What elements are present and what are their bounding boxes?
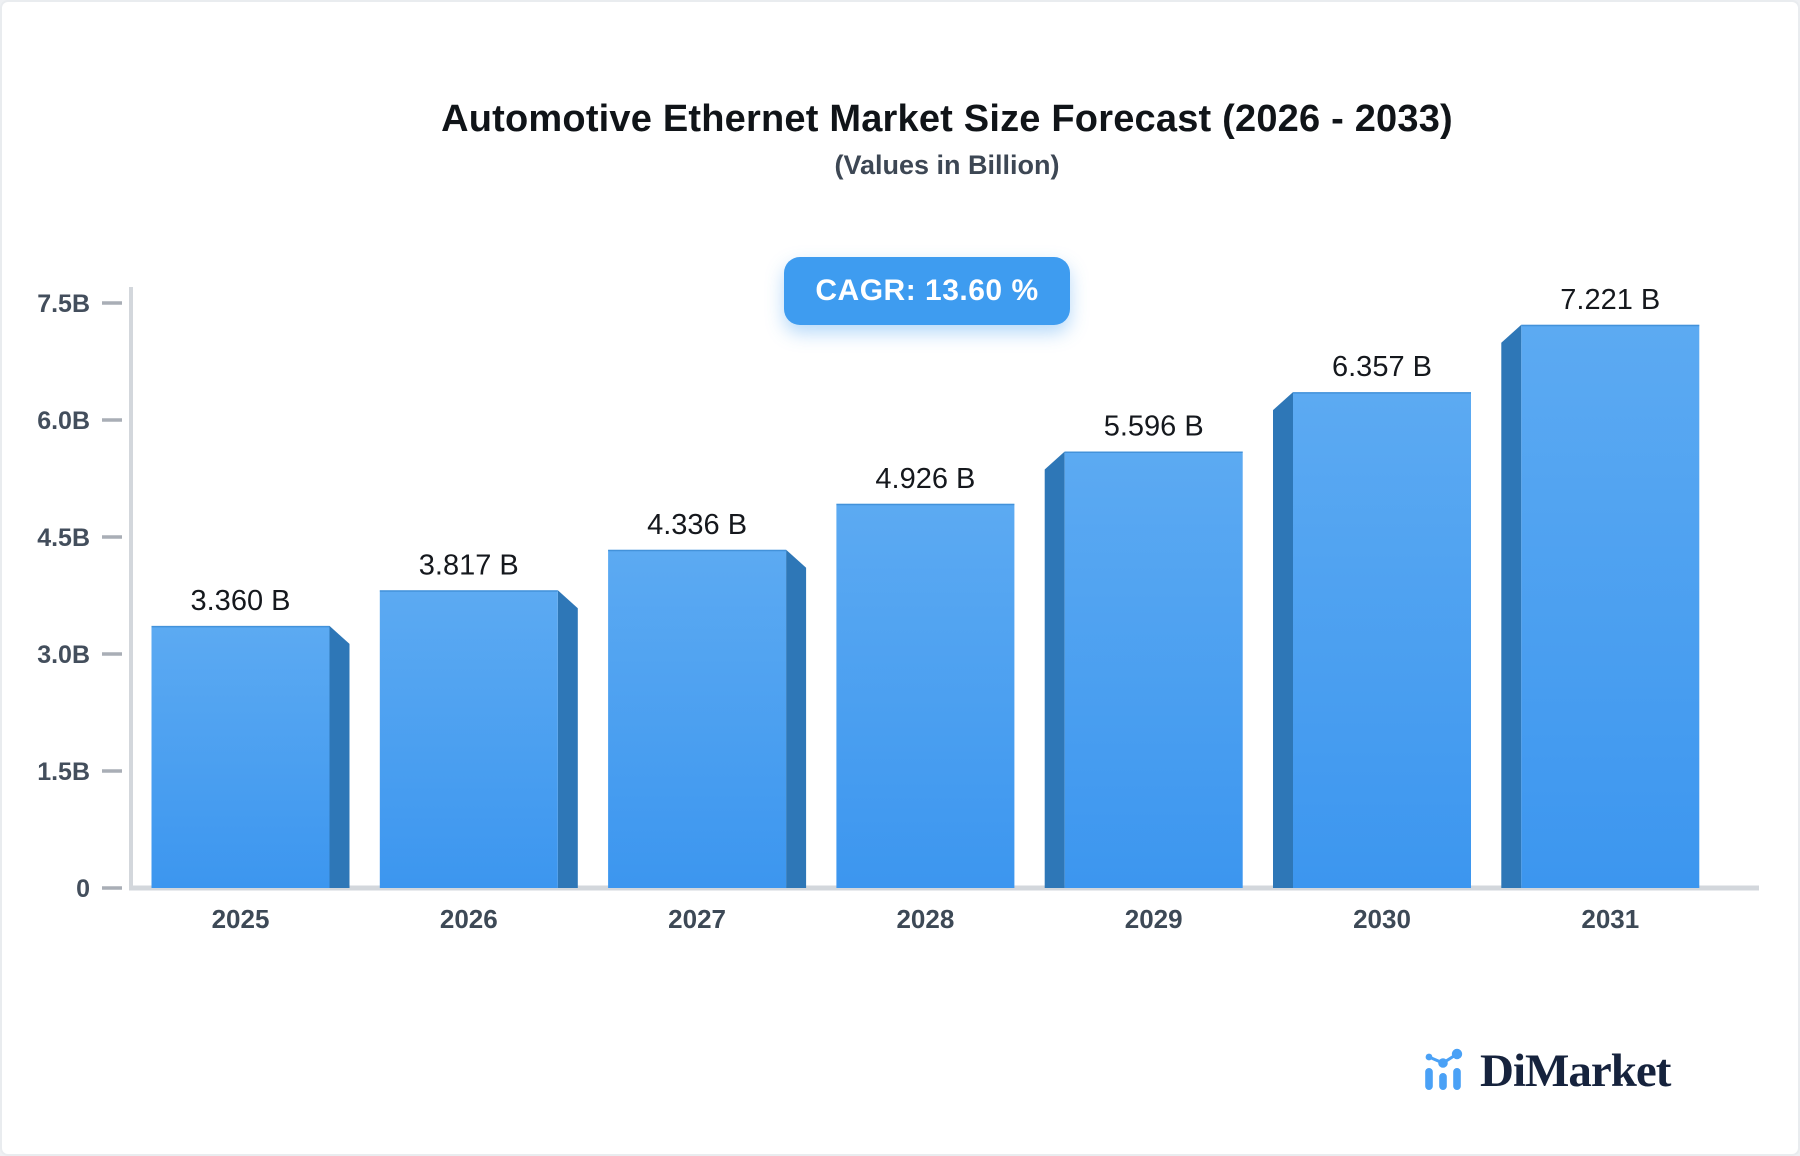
bar-2027 [608, 549, 787, 888]
y-axis-tick-label: 3.0B [37, 641, 90, 669]
bar-value-label: 5.596 B [1104, 411, 1204, 443]
cagr-badge-label: CAGR: 13.60 % [815, 274, 1039, 307]
bar-side-2031 [1501, 324, 1522, 889]
bar-2028 [836, 503, 1015, 888]
y-axis-tick-label: 4.5B [37, 524, 90, 552]
y-axis-tick-label: 0 [76, 875, 90, 903]
x-axis-label: 2028 [896, 904, 954, 934]
bar-side-2027 [786, 549, 807, 888]
bar-side-2029 [1044, 451, 1065, 888]
y-axis-tick-label: 7.5B [37, 290, 90, 318]
bar-2030 [1293, 392, 1471, 888]
bar-2031 [1521, 324, 1700, 889]
bar-value-label: 6.357 B [1332, 351, 1432, 383]
x-axis-label: 2027 [668, 904, 726, 934]
bar-value-label: 4.336 B [647, 509, 747, 541]
cagr-badge: CAGR: 13.60 % [784, 257, 1070, 325]
chart-title: Automotive Ethernet Market Size Forecast… [441, 98, 1453, 140]
bar-2025 [151, 625, 330, 888]
x-axis-label: 2029 [1125, 904, 1183, 934]
bar-value-label: 7.221 B [1560, 284, 1660, 316]
bar-value-label: 3.817 B [419, 549, 519, 581]
bar-2026 [379, 590, 558, 888]
brand-logo: DiMarket [1420, 1042, 1671, 1097]
bar-side-2026 [557, 590, 578, 888]
chart-subtitle: (Values in Billion) [834, 150, 1060, 180]
x-axis-label: 2030 [1353, 904, 1411, 934]
bar-chart-logo-icon [1425, 1048, 1463, 1090]
brand-name: DiMarket [1480, 1044, 1671, 1097]
bar-value-label: 3.360 B [191, 585, 291, 617]
y-axis-tick-label: 1.5B [37, 758, 90, 786]
bar-side-2030 [1273, 392, 1293, 888]
y-axis-tick-label: 6.0B [37, 407, 90, 435]
bar-value-label: 4.926 B [875, 463, 975, 495]
bar-2029 [1064, 451, 1243, 888]
x-axis-label: 2025 [212, 904, 270, 934]
bar-side-2025 [329, 625, 350, 888]
x-axis-label: 2026 [440, 904, 498, 934]
x-axis-label: 2031 [1581, 904, 1639, 934]
